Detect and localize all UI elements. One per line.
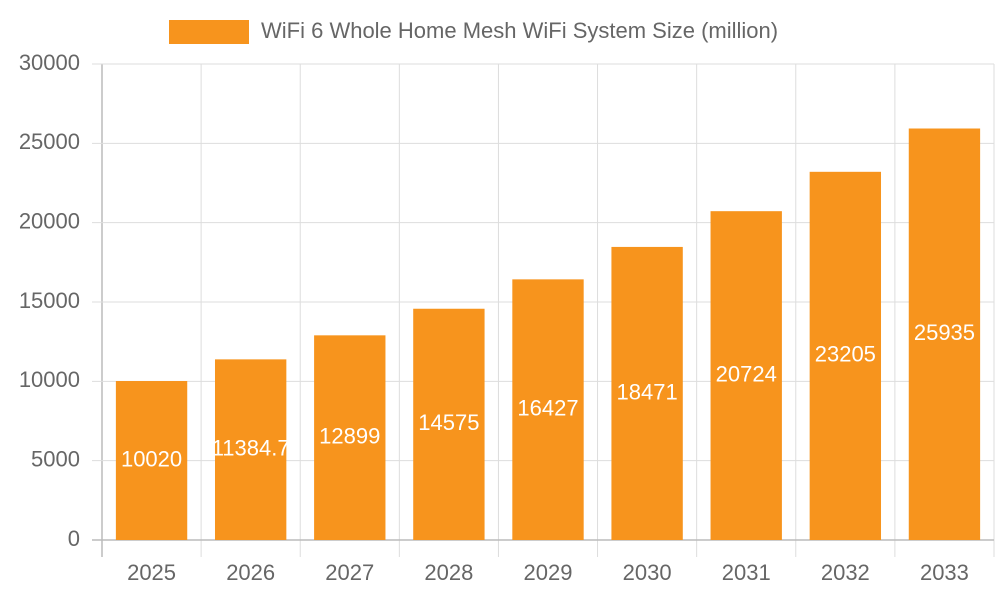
data-label: 10020 [121, 446, 182, 471]
y-tick-label: 30000 [19, 50, 80, 75]
data-label: 11384.7 [212, 435, 290, 460]
x-tick-label: 2026 [226, 560, 275, 585]
x-tick-label: 2031 [722, 560, 771, 585]
bar [413, 308, 485, 540]
bar [115, 381, 188, 540]
data-label: 12899 [319, 423, 380, 448]
y-tick-label: 15000 [19, 288, 80, 313]
bar [314, 335, 386, 540]
x-tick-label: 2030 [623, 560, 672, 585]
data-label: 18471 [617, 379, 678, 404]
y-tick-label: 20000 [19, 208, 80, 233]
x-tick-label: 2029 [524, 560, 573, 585]
x-tick-label: 2033 [920, 560, 969, 585]
bar [611, 246, 683, 540]
y-tick-label: 10000 [19, 367, 80, 392]
x-tick-label: 2032 [821, 560, 870, 585]
bar [809, 171, 882, 540]
x-tick-label: 2025 [127, 560, 176, 585]
data-label: 14575 [418, 410, 479, 435]
legend-swatch[interactable] [169, 20, 249, 44]
x-tick-label: 2028 [424, 560, 473, 585]
y-tick-label: 5000 [31, 446, 80, 471]
data-label: 20724 [716, 361, 777, 386]
y-tick-label: 25000 [19, 129, 80, 154]
bar [214, 359, 287, 540]
data-label: 16427 [517, 395, 578, 420]
bar [710, 211, 782, 540]
x-tick-label: 2027 [325, 560, 374, 585]
legend-label[interactable]: WiFi 6 Whole Home Mesh WiFi System Size … [261, 18, 778, 43]
bar [908, 128, 981, 541]
y-tick-label: 0 [68, 526, 80, 551]
data-label: 25935 [914, 320, 975, 345]
bar [512, 279, 584, 540]
data-label: 23205 [815, 342, 876, 367]
